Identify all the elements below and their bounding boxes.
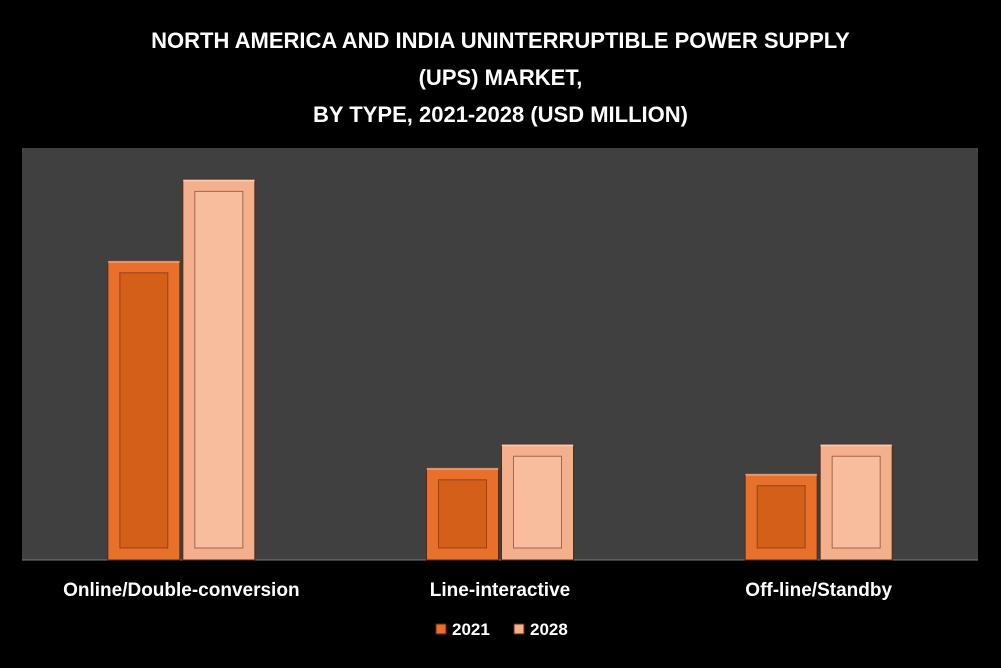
chart-title: NORTH AMERICA AND INDIA UNINTERRUPTIBLE … [0,22,1001,133]
bar-2028-2 [819,443,893,561]
legend-swatch-2028 [513,623,525,635]
bar-inner-panel [831,455,881,549]
category-labels: Online/Double-conversion Line-interactive… [63,580,892,601]
legend-item-2028: 2028 [513,620,568,639]
bar-2028-1 [501,443,574,561]
bar-2021-2 [744,473,818,561]
chart-title-line-3: BY TYPE, 2021-2028 (USD MILLION) [313,102,688,127]
bar-2021-0 [107,260,181,561]
bars-layer [107,178,893,561]
bar-2021-1 [426,467,499,561]
bar-inner-panel [756,485,806,549]
legend-label-2028: 2028 [530,620,568,639]
legend: 2021 2028 [435,620,568,639]
category-label-0: Online/Double-conversion [63,580,299,601]
bar-inner-panel [119,272,169,549]
bar-inner-panel [194,190,244,549]
legend-swatch-2021 [435,623,447,635]
category-label-2: Off-line/Standby [745,580,892,601]
legend-item-2021: 2021 [435,620,490,639]
chart-title-line-2: (UPS) MARKET, [418,65,583,90]
category-label-1: Line-interactive [430,580,570,601]
bar-inner-panel [513,455,562,549]
bar-inner-panel [438,479,487,549]
bar-2028-0 [182,178,256,561]
plot-area [22,148,978,560]
chart-title-line-1: NORTH AMERICA AND INDIA UNINTERRUPTIBLE … [151,28,850,53]
legend-label-2021: 2021 [452,620,490,639]
